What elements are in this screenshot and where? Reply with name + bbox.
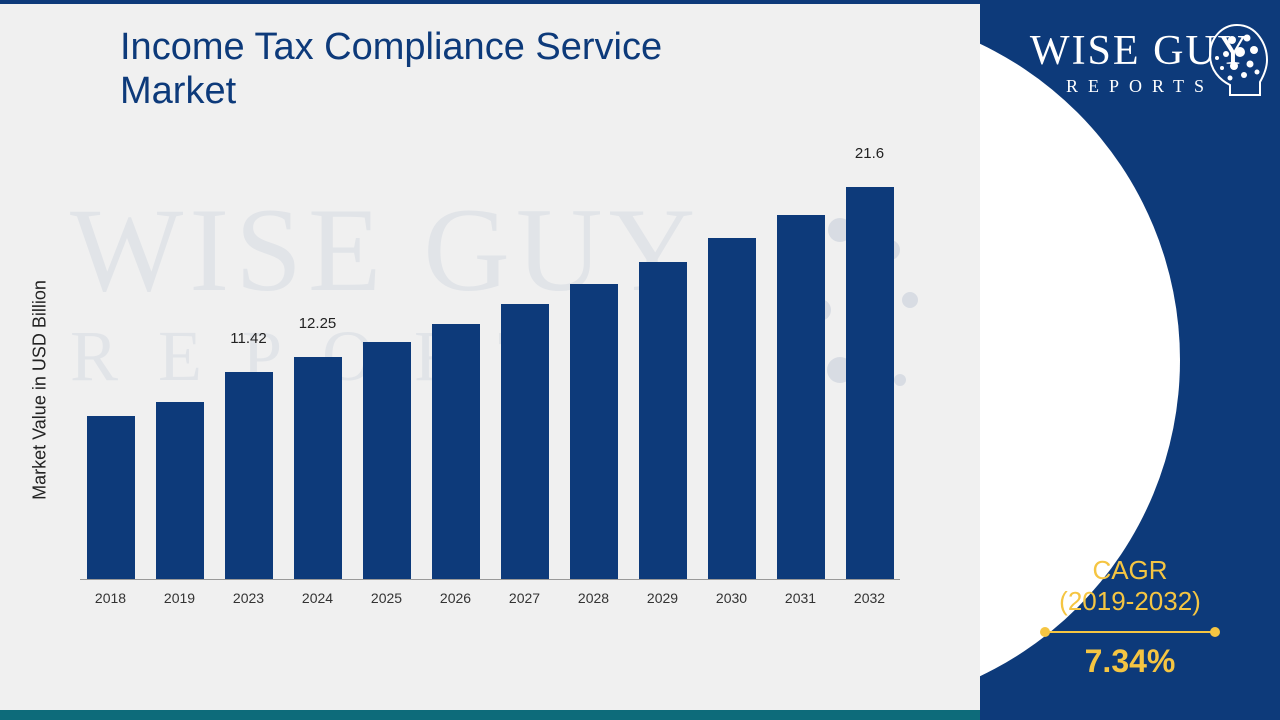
cagr-block: CAGR (2019-2032) 7.34%	[980, 555, 1280, 680]
x-axis-tick-label: 2032	[845, 590, 894, 606]
chart-title: Income Tax Compliance Service Market	[120, 26, 760, 113]
bar-slot	[362, 180, 411, 580]
x-axis-tick-label: 2019	[155, 590, 204, 606]
bar-slot	[638, 180, 687, 580]
x-axis-line	[80, 579, 900, 580]
bar	[570, 284, 618, 580]
x-axis-tick-label: 2031	[776, 590, 825, 606]
top-border	[0, 0, 980, 4]
bar-value-label: 11.42	[230, 330, 266, 351]
x-axis-tick-label: 2028	[569, 590, 618, 606]
infographic-page: WISE GUY REPORTS Income Tax Compliance S…	[0, 0, 1280, 720]
bar-slot	[707, 180, 756, 580]
bar	[777, 215, 825, 580]
cagr-period: (2019-2032)	[980, 586, 1280, 617]
bar	[846, 187, 894, 580]
cagr-value: 7.34%	[980, 643, 1280, 680]
bar-slot	[500, 180, 549, 580]
cagr-label: CAGR	[980, 555, 1280, 586]
bar-value-label: 21.6	[855, 145, 884, 166]
x-axis-tick-label: 2023	[224, 590, 273, 606]
x-axis-tick-label: 2024	[293, 590, 342, 606]
y-axis-label: Market Value in USD Billion	[30, 280, 51, 500]
bar-slot	[155, 180, 204, 580]
x-axis-tick-label: 2026	[431, 590, 480, 606]
right-panel: WISE GUY REPORTS CAGR (2019-2032) 7.34%	[980, 0, 1280, 720]
bar	[363, 342, 411, 580]
bar-slot: 12.25	[293, 180, 342, 580]
bar-value-label: 12.25	[299, 315, 337, 336]
bar	[156, 402, 204, 580]
bars-container: 11.42 12.25 21.6	[80, 180, 900, 580]
bar	[294, 357, 342, 580]
bar-slot: 21.6	[845, 180, 894, 580]
bar	[87, 416, 135, 580]
bottom-border	[0, 710, 980, 720]
x-axis-tick-label: 2027	[500, 590, 549, 606]
bar-slot: 11.42	[224, 180, 273, 580]
x-axis-tick-label: 2029	[638, 590, 687, 606]
x-axis-tick-label: 2018	[86, 590, 135, 606]
bar-slot	[569, 180, 618, 580]
bar-chart: Market Value in USD Billion 11.4212.2521…	[80, 180, 900, 600]
bar	[708, 238, 756, 580]
x-axis-labels: 2018 2019 2023 2024 2025 2026 2027 2028 2029 2030…	[80, 590, 900, 606]
x-axis-tick-label: 2030	[707, 590, 756, 606]
bar	[225, 372, 273, 580]
bar-slot	[431, 180, 480, 580]
bar	[432, 324, 480, 580]
bar	[501, 304, 549, 580]
logo-head-icon	[1202, 20, 1272, 100]
bar-slot	[86, 180, 135, 580]
cagr-divider	[1045, 631, 1215, 633]
bar	[639, 262, 687, 580]
x-axis-tick-label: 2025	[362, 590, 411, 606]
bar-slot	[776, 180, 825, 580]
